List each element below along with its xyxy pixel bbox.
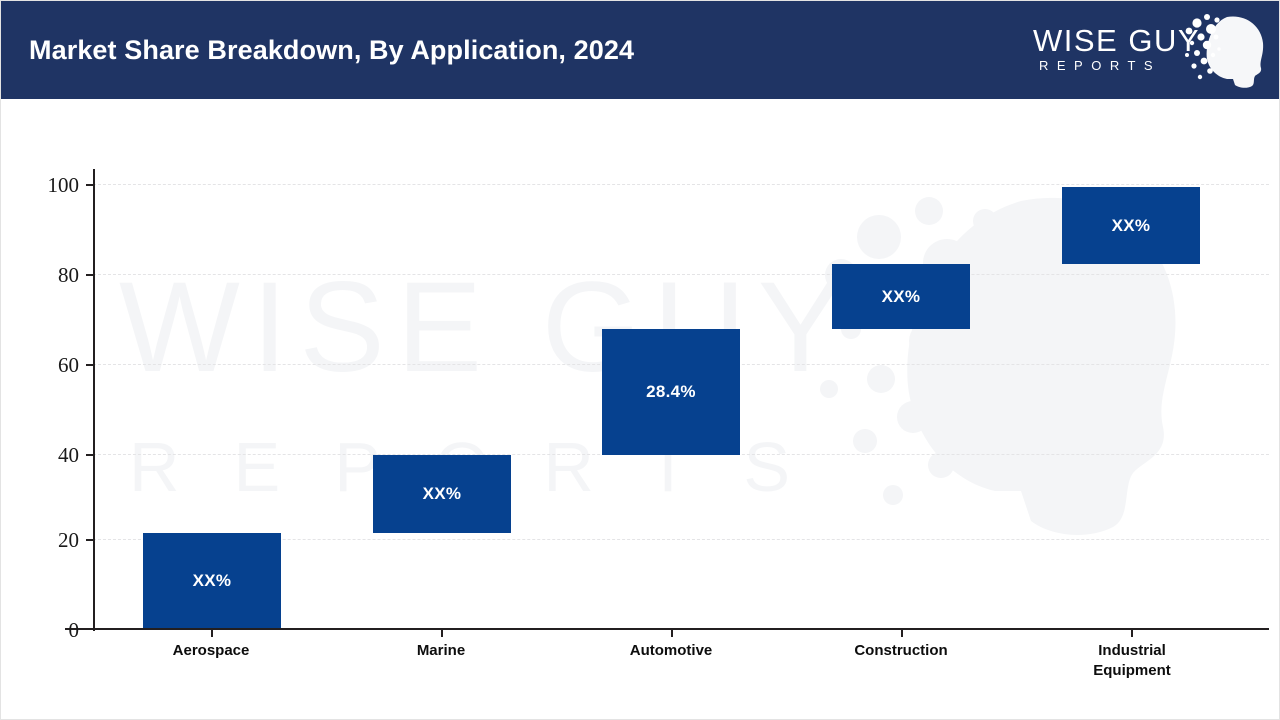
bar-automotive[interactable]: 28.4% xyxy=(602,329,740,455)
y-tick-label-60: 60 xyxy=(58,353,79,377)
y-tick-label-20: 20 xyxy=(58,528,79,552)
bar-value-label: 28.4% xyxy=(646,382,696,401)
x-tick-aerospace xyxy=(211,630,213,637)
x-axis-line xyxy=(65,628,1269,631)
x-tick-marine xyxy=(441,630,443,637)
x-tick-automotive xyxy=(671,630,673,637)
x-tick-construction xyxy=(901,630,903,637)
y-tick-label-80: 80 xyxy=(58,263,79,287)
gridline-80 xyxy=(93,274,1269,275)
bar-value-label: XX% xyxy=(1111,215,1151,235)
bar-aerospace[interactable]: XX% xyxy=(143,533,281,629)
logo-subtitle: REPORTS xyxy=(1039,58,1162,73)
bars-layer: XX% XX% 28.4% XX% XX% xyxy=(1,99,1279,719)
bar-value-label: XX% xyxy=(192,571,232,590)
bar-marine[interactable]: XX% xyxy=(373,455,511,533)
bar-value-label: XX% xyxy=(881,286,921,306)
y-tick-label-40: 40 xyxy=(58,443,79,467)
y-tick-60 xyxy=(86,364,93,366)
page-title: Market Share Breakdown, By Application, … xyxy=(29,35,635,65)
x-tick-label-aerospace: Aerospace xyxy=(172,642,250,659)
header-band: Market Share Breakdown, By Application, … xyxy=(1,1,1279,99)
chart-plot-area: WISE GUY REPORTS xyxy=(1,99,1279,719)
gridline-100 xyxy=(93,184,1269,185)
gridline-20 xyxy=(93,539,1269,540)
x-tick-label-marine: Marine xyxy=(416,642,466,659)
x-tick-label-construction: Construction xyxy=(854,642,948,659)
y-tick-20 xyxy=(86,539,93,541)
brand-logo[interactable]: WISE GUY REPORTS xyxy=(1025,9,1275,93)
y-tick-80 xyxy=(86,274,93,276)
bar-industrial-equipment[interactable]: XX% xyxy=(1062,187,1200,264)
dotted-head-profile-icon xyxy=(1185,14,1264,88)
bar-construction[interactable]: XX% xyxy=(832,264,970,329)
y-tick-label-0: 0 xyxy=(68,618,80,642)
logo-wordmark: WISE GUY xyxy=(1033,23,1201,58)
y-tick-40 xyxy=(86,454,93,456)
axis-layer: 100 80 60 40 20 0 xyxy=(1,99,1279,719)
x-tick-label-industrial-equipment: Industrial Equipment xyxy=(1093,642,1171,679)
y-tick-label-100: 100 xyxy=(47,173,80,197)
y-axis-line xyxy=(93,169,96,631)
y-tick-100 xyxy=(86,184,93,186)
category-labels: Aerospace Marine Automotive Construction… xyxy=(1,99,1279,719)
x-tick-label-automotive: Automotive xyxy=(629,642,713,659)
bar-value-label: XX% xyxy=(422,484,462,503)
x-tick-industrial xyxy=(1131,630,1133,637)
